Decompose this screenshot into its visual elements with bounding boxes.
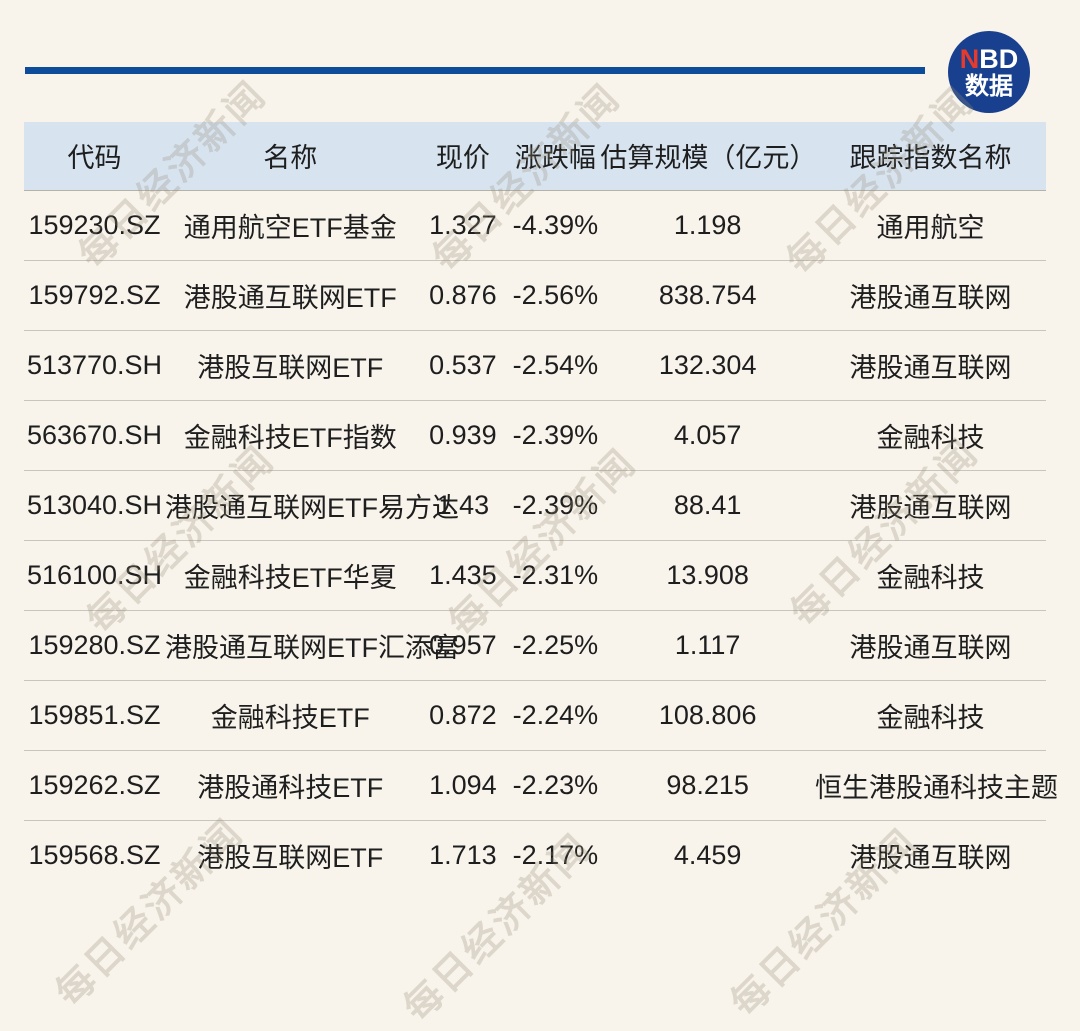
cell-name: 港股互联网ETF [197,842,384,873]
cell-code: 159851.SZ [24,680,166,751]
cell-price: 0.939 [415,400,511,471]
cell-name: 金融科技ETF指数 [165,400,416,471]
nbd-logo-letter-n: N [959,44,980,75]
cell-change: -2.54% [510,330,601,401]
table-row: 159851.SZ 金融科技ETF 0.872 -2.24% 108.806 金融科技 [24,680,1046,751]
cell-price: 1.327 [415,190,511,261]
cell-index: 港股通互联网 [814,470,1046,541]
cell-index: 港股通互联网 [849,842,1012,873]
cell-price: 0.957 [415,610,511,681]
cell-change: -2.23% [510,750,601,821]
table-row: 513040.SH 港股通互联网ETF易方达 1.43 -2.39% 88.41 港股通互… [24,470,1046,541]
cell-code: 159792.SZ [24,260,166,331]
cell-change: -2.39% [510,470,601,541]
cell-code: 516100.SH [24,540,166,611]
cell-price: 1.43 [415,470,511,541]
cell-scale: 1.117 [600,610,815,681]
table-row: 159792.SZ 港股通互联网ETF 0.876 -2.56% 838.754 港股通互… [24,260,1046,331]
cell-change: -2.39% [510,400,601,471]
cell-index: 金融科技 [814,540,1046,611]
table-header: 代码 名称 现价 涨跌幅 估算规模（亿元） 跟踪指数名称 [24,122,1046,191]
table-row: 563670.SH 金融科技ETF指数 0.939 -2.39% 4.057 金融科技 [24,400,1046,471]
etf-table: 代码 名称 现价 涨跌幅 估算规模（亿元） 跟踪指数名称 159230.SZ 通用… [24,122,1058,890]
cell-scale: 132.304 [600,330,815,401]
cell-price: 1.094 [415,750,511,821]
cell-change: -2.17% [512,839,599,870]
table-row: 159280.SZ 港股通互联网ETF汇添富 0.957 -2.25% 1.117 港股通… [24,610,1046,681]
cell-name: 港股通科技ETF [165,750,416,821]
cell-price: 1.713 [429,839,497,870]
cell-index: 恒生港股通科技主题 [814,750,1058,821]
cell-name: 港股互联网ETF [165,330,416,401]
cell-price: 0.537 [415,330,511,401]
cell-code: 563670.SH [24,400,166,471]
cell-name: 金融科技ETF [165,680,416,751]
cell-change: -4.39% [510,190,601,261]
table-row: 513770.SH 港股互联网ETF 0.537 -2.54% 132.304 港股通互联… [24,330,1046,401]
cell-price: 0.872 [415,680,511,751]
table-row: 516100.SH 金融科技ETF华夏 1.435 -2.31% 13.908 金融科技 [24,540,1046,611]
cell-index: 通用航空 [814,190,1046,261]
cell-name: 通用航空ETF基金 [165,190,416,261]
column-header-change: 涨跌幅 [510,122,601,191]
nbd-logo: NBD 数据 [948,31,1030,113]
header-divider-line [25,67,925,74]
table-row: 159262.SZ 港股通科技ETF 1.094 -2.23% 98.215 恒生港股通科… [24,750,1058,821]
cell-scale: 88.41 [600,470,815,541]
cell-code: 159230.SZ [24,190,166,261]
page: 每日经济新闻 每日经济新闻 每日经济新闻 每日经济新闻 每日经济新闻 每日经济新闻 每日经济… [24,31,1058,1030]
cell-name: 港股通互联网ETF易方达 [165,470,459,541]
nbd-logo-letters-bd: BD [979,44,1019,75]
cell-code: 513040.SH [24,470,166,541]
cell-scale: 838.754 [600,260,815,331]
table-row: 159230.SZ 通用航空ETF基金 1.327 -4.39% 1.198 通用航空 [24,190,1046,261]
nbd-logo-subtitle: 数据 [965,72,1013,100]
cell-index: 港股通互联网 [814,610,1046,681]
column-header-name: 名称 [165,122,416,191]
cell-name: 金融科技ETF华夏 [165,540,416,611]
column-header-price: 现价 [415,122,511,191]
cell-scale: 1.198 [600,190,815,261]
cell-change: -2.31% [510,540,601,611]
cell-price: 1.435 [415,540,511,611]
cell-scale: 4.057 [600,400,815,471]
cell-change: -2.24% [510,680,601,751]
cell-index: 金融科技 [814,680,1046,751]
column-header-index: 跟踪指数名称 [814,122,1046,191]
cell-scale: 4.459 [673,839,742,870]
cell-price: 0.876 [415,260,511,331]
cell-index: 金融科技 [814,400,1046,471]
nbd-logo-text: NBD [960,45,1019,73]
table-body: 159230.SZ 通用航空ETF基金 1.327 -4.39% 1.198 通用航空 15… [24,190,1058,890]
column-header-scale: 估算规模（亿元） [600,122,816,191]
cell-scale: 98.215 [600,750,815,821]
cell-code: 513770.SH [24,330,166,401]
cell-name: 港股通互联网ETF [165,260,416,331]
table-row: 159568.SZ 港股互联网ETF 1.713 -2.17% 4.459 港股通互联网 [24,820,1046,890]
cell-index: 港股通互联网 [814,330,1046,401]
cell-name: 港股通互联网ETF汇添富 [165,610,459,681]
cell-change: -2.25% [510,610,601,681]
cell-code: 159568.SZ [28,839,161,870]
table-header-row: 代码 名称 现价 涨跌幅 估算规模（亿元） 跟踪指数名称 [24,122,1046,191]
cell-scale: 108.806 [600,680,815,751]
cell-code: 159280.SZ [24,610,166,681]
cell-scale: 13.908 [600,540,815,611]
column-header-code: 代码 [24,122,166,191]
cell-index: 港股通互联网 [814,260,1046,331]
cell-change: -2.56% [510,260,601,331]
cell-code: 159262.SZ [24,750,166,821]
